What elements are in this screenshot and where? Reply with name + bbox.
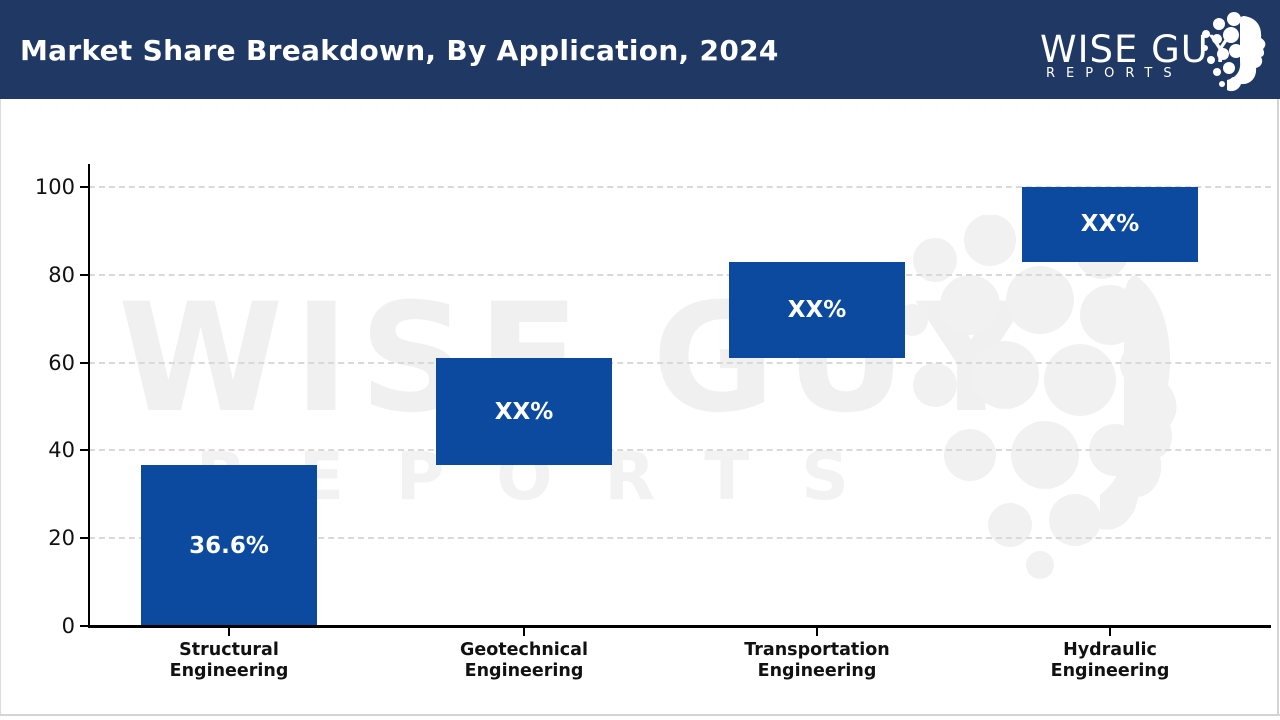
gridline-20 [89,537,1271,540]
bar-segment-2: XX% [729,261,905,359]
header-band: Market Share Breakdown, By Application, … [0,0,1280,99]
category-line1: Structural [179,640,279,660]
bar-value-label: XX% [494,398,554,425]
category-line1: Geotechnical [460,640,588,660]
y-axis-tick [80,186,89,188]
x-axis-category-label: Hydraulic Engineering [990,640,1230,682]
y-axis-tick-label: 40 [48,438,75,463]
watermark-head-icon [896,215,1177,579]
x-axis-category-label: Geotechnical Engineering [404,640,644,682]
category-line2: Engineering [169,661,289,681]
x-axis-tick [1109,627,1111,636]
frame-left-line [0,99,1,716]
x-axis-category-label: Transportation Engineering [697,640,937,682]
x-axis-tick [816,627,818,636]
bar-value-label: XX% [1080,211,1140,238]
gridline-60 [89,361,1271,364]
x-axis-line [88,625,1271,628]
y-axis-tick-label: 80 [48,262,75,287]
logo-tagline: REPORTS [1046,66,1183,81]
category-line1: Hydraulic [1063,640,1157,660]
category-line1: Transportation [744,640,890,660]
bar-value-label: 36.6% [189,532,269,559]
logo-head-icon [1202,12,1266,92]
y-axis-tick-label: 60 [48,350,75,375]
y-axis-tick-label: 0 [61,614,75,638]
category-line2: Engineering [464,661,584,681]
bar-segment-0: 36.6% [141,465,317,626]
gridline-40 [89,449,1271,452]
category-line2: Engineering [1050,661,1170,681]
y-axis-tick [80,537,89,540]
bar-segment-1: XX% [436,358,612,466]
x-axis-tick [228,627,230,636]
y-axis-tick [80,625,89,627]
x-axis-category-label: Structural Engineering [109,640,349,682]
wise-guy-logo: WISE GUY REPORTS [1010,4,1270,96]
x-axis-tick [523,627,525,636]
frame-right-line [1277,99,1279,716]
y-axis-tick-label: 20 [48,526,75,551]
frame-bottom-line [0,714,1280,716]
y-axis-tick-label: 100 [34,175,75,199]
bar-segment-3: XX% [1022,187,1198,262]
y-axis-tick [80,449,89,452]
page-title: Market Share Breakdown, By Application, … [20,34,779,67]
y-axis-tick [80,273,89,276]
category-line2: Engineering [757,661,877,681]
gridline-100 [89,186,1271,188]
gridline-80 [89,273,1271,276]
bar-value-label: XX% [787,296,847,323]
logo-name: WISE GUY [1040,28,1233,71]
y-axis-tick [80,361,89,364]
y-axis-line [88,164,90,628]
